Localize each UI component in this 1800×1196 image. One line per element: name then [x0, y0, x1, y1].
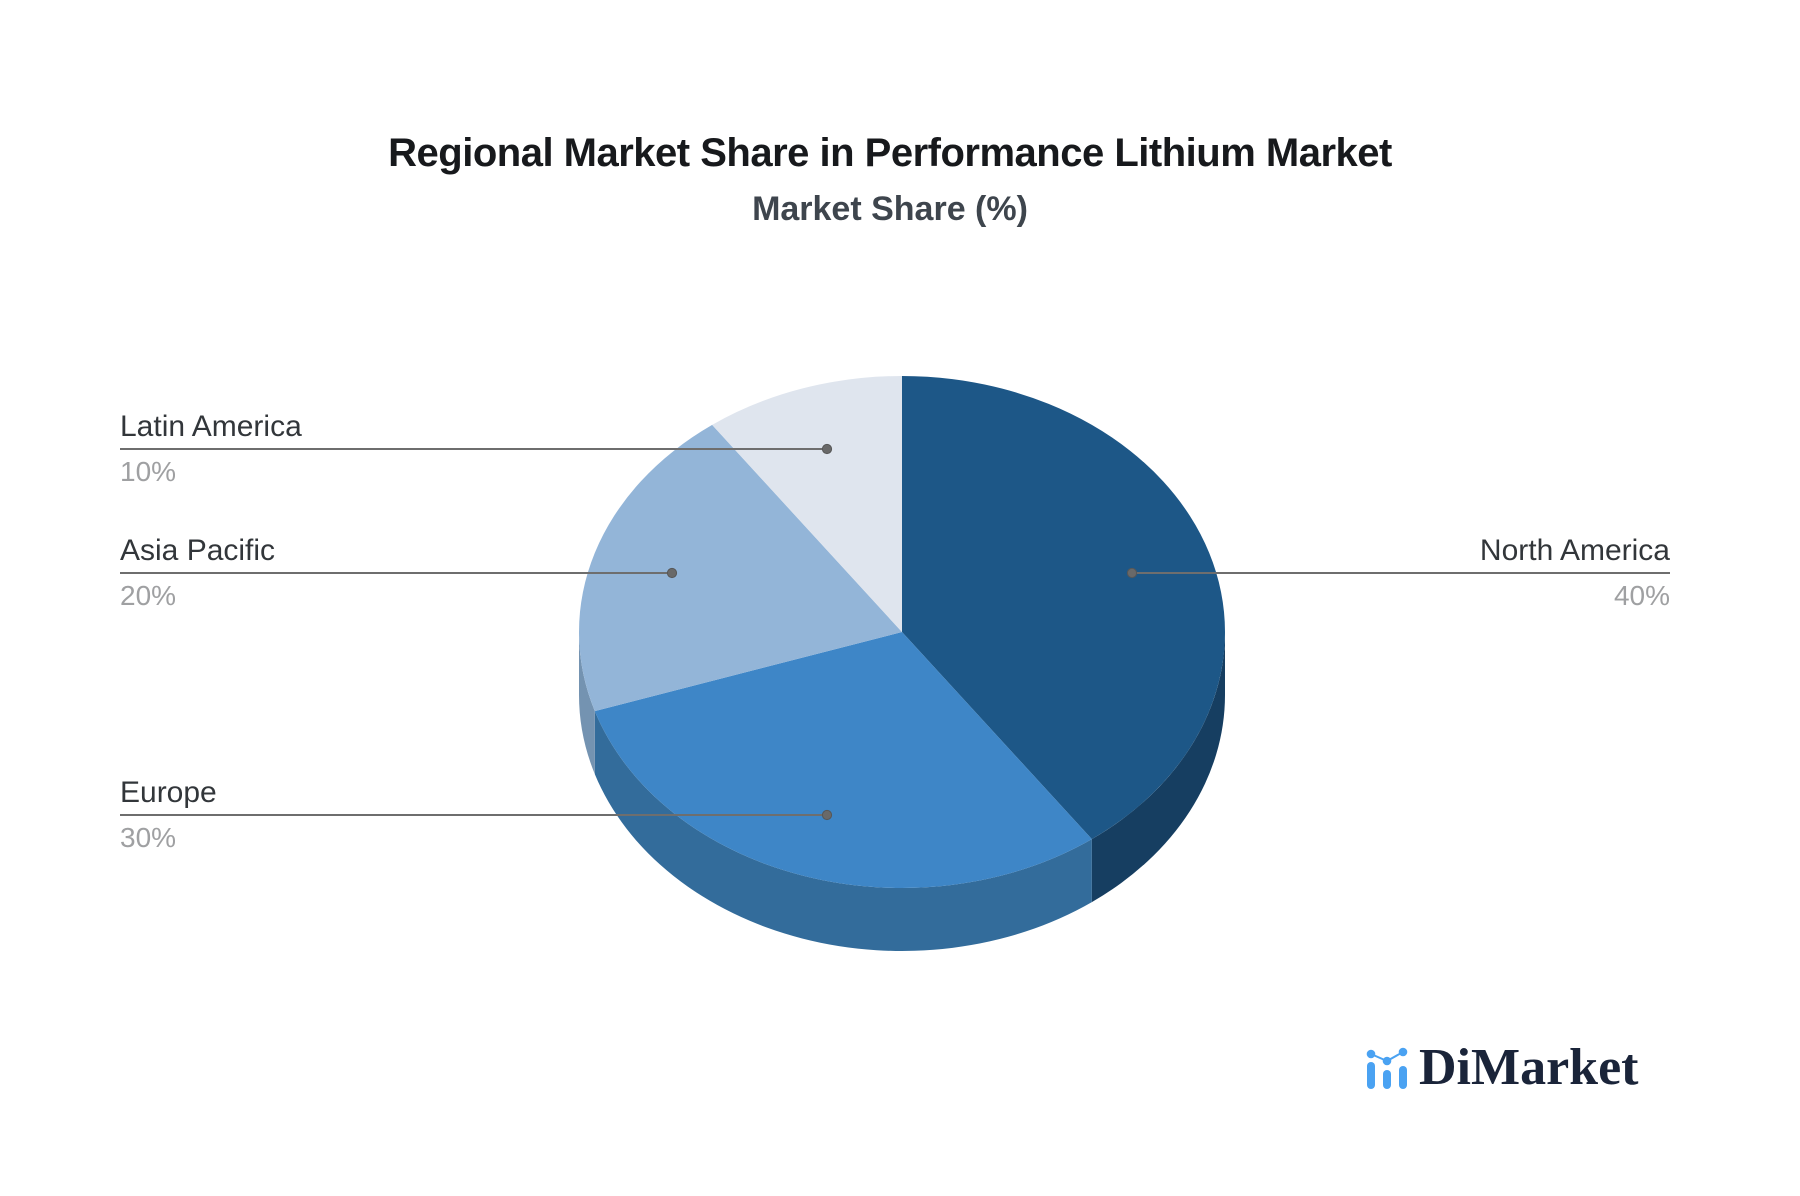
dimarket-logo: DiMarket [1364, 1038, 1638, 1094]
chart-title: Regional Market Share in Performance Lit… [388, 131, 1392, 175]
slice-percent: 30% [120, 822, 177, 853]
slice-label-europe: Europe 30% [120, 778, 217, 852]
slice-name: Latin America [120, 410, 302, 443]
slice-percent: 20% [120, 580, 177, 611]
slice-name: Europe [120, 776, 217, 809]
bar-line-chart-icon [1366, 1047, 1408, 1089]
slice-name: Asia Pacific [120, 534, 276, 567]
slice-name: North America [1479, 534, 1670, 567]
slice-label-asia-pacific: Asia Pacific 20% [120, 536, 275, 610]
logo-text: DiMarket [1419, 1039, 1639, 1096]
slice-label-north-america: North America 40% [1480, 536, 1670, 610]
slice-label-latin-america: Latin America 10% [120, 412, 302, 486]
slice-percent: 40% [1613, 580, 1670, 611]
chart-subtitle: Market Share (%) [752, 190, 1028, 228]
slice-percent: 10% [120, 456, 177, 487]
